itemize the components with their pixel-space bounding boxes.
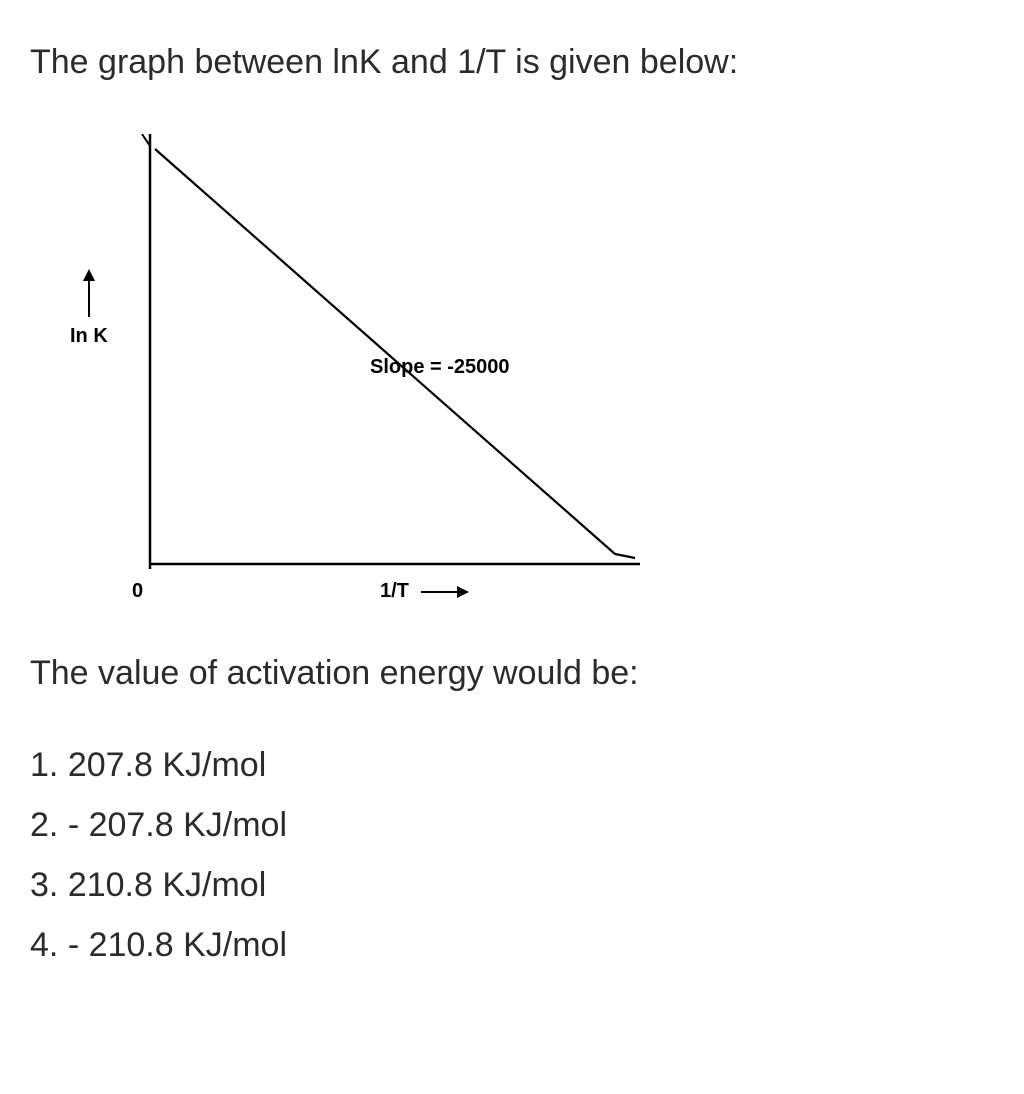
question-text: The graph between lnK and 1/T is given b… — [30, 40, 994, 84]
option-text: 207.8 KJ/mol — [68, 746, 266, 784]
option-text: 210.8 KJ/mol — [68, 866, 266, 904]
origin-label: 0 — [132, 580, 143, 603]
x-axis-label: 1/T — [380, 580, 409, 603]
x-axis-arrow — [419, 584, 469, 600]
x-axis-label-group: 1/T — [380, 580, 469, 603]
option-number: 2. — [30, 806, 58, 844]
option-3[interactable]: 3. 210.8 KJ/mol — [30, 863, 994, 909]
option-number: 1. — [30, 746, 58, 784]
option-text: - 207.8 KJ/mol — [68, 806, 287, 844]
sub-question-text: The value of activation energy would be: — [30, 654, 994, 693]
option-number: 4. — [30, 926, 58, 964]
option-2[interactable]: 2. - 207.8 KJ/mol — [30, 803, 994, 849]
y-axis-label: In K — [70, 325, 108, 348]
y-axis-arrow — [80, 269, 98, 319]
option-1[interactable]: 1. 207.8 KJ/mol — [30, 743, 994, 789]
options-list: 1. 207.8 KJ/mol 2. - 207.8 KJ/mol 3. 210… — [30, 743, 994, 969]
plot-line — [155, 149, 615, 554]
plot-line-overshoot — [615, 554, 635, 558]
y-axis-label-group: In K — [70, 269, 108, 348]
slope-label: Slope = -25000 — [370, 356, 510, 379]
graph-container: In K Slope = -25000 0 1/T — [70, 134, 630, 604]
option-text: - 210.8 KJ/mol — [68, 926, 287, 964]
option-4[interactable]: 4. - 210.8 KJ/mol — [30, 923, 994, 969]
option-number: 3. — [30, 866, 58, 904]
